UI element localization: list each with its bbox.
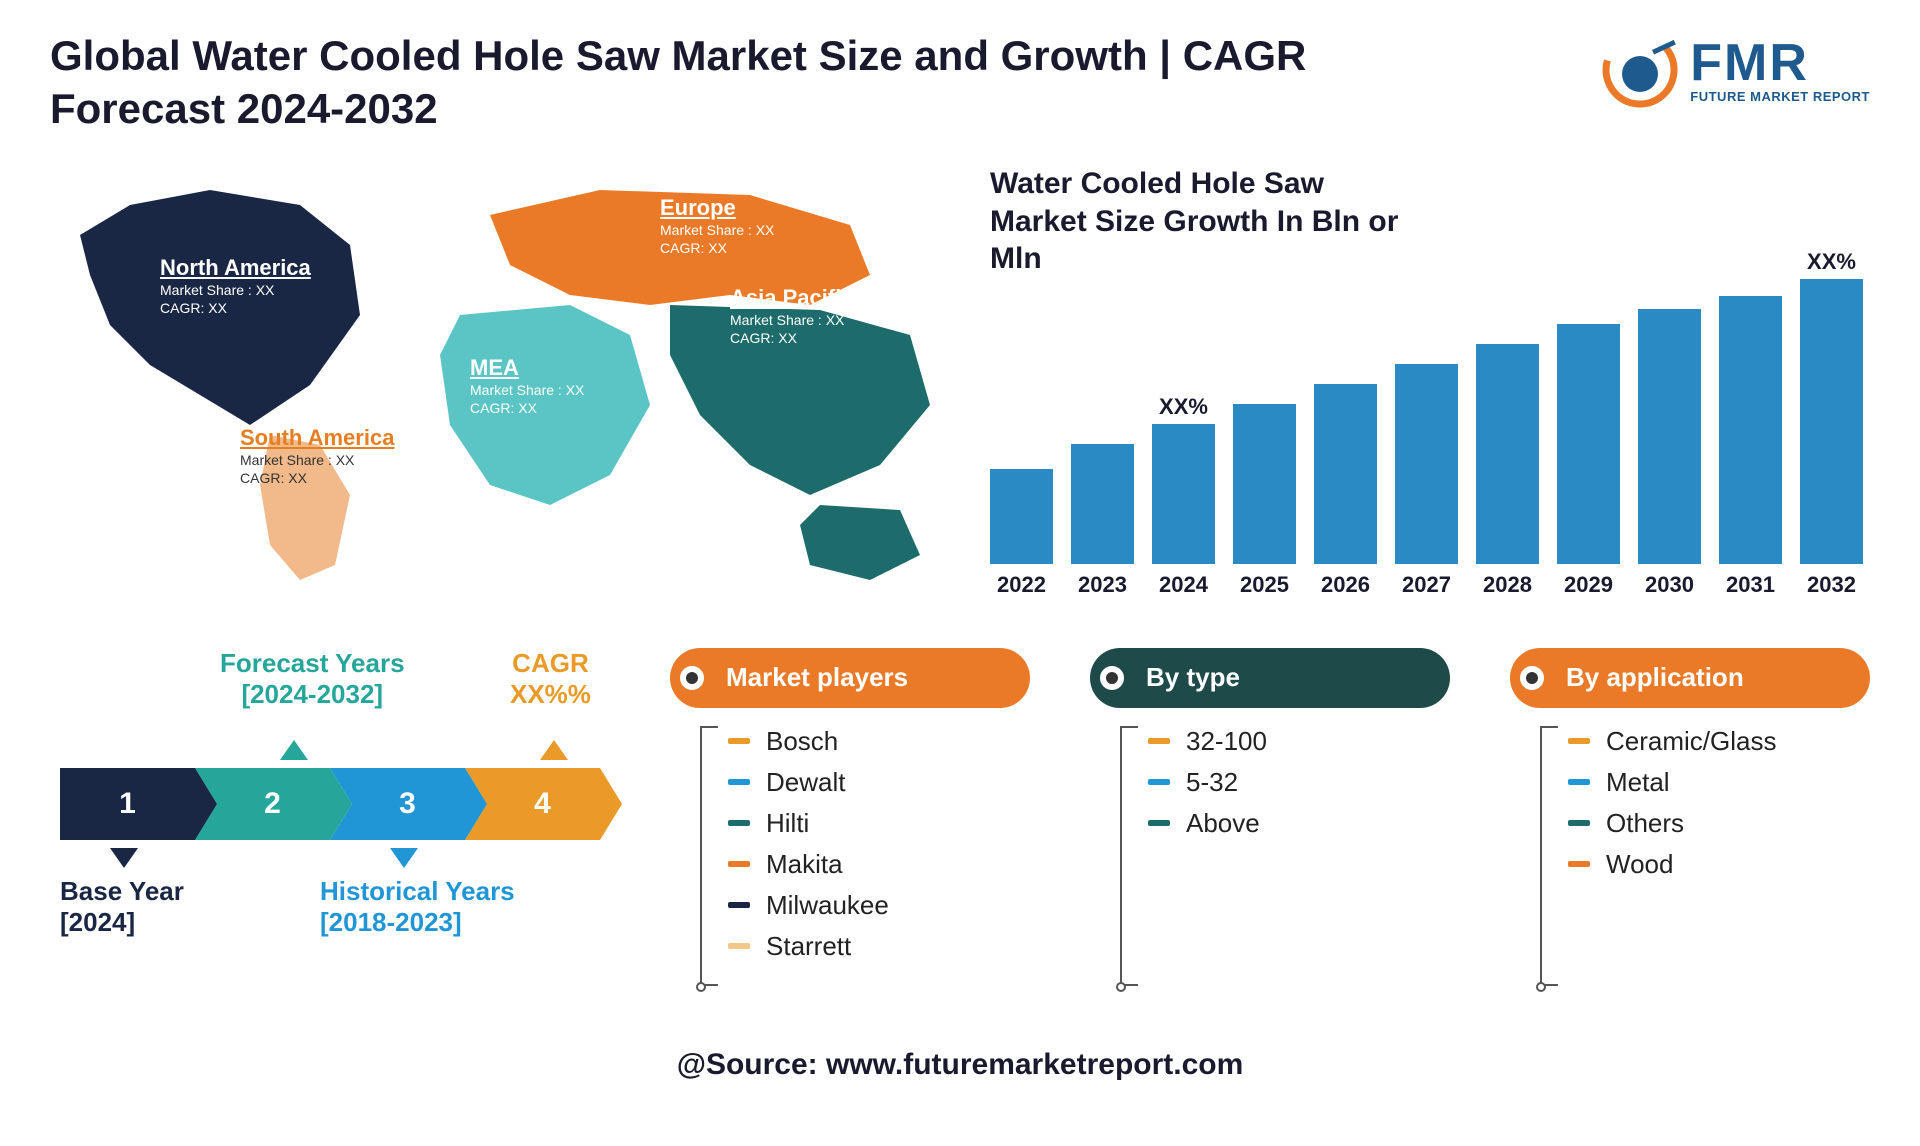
category-market-players: Market players Bosch Dewalt Hilti Makita Mil…: [670, 648, 1030, 986]
bar-2032: XX% 2032: [1800, 249, 1863, 598]
source-attribution: @Source: www.futuremarketreport.com: [50, 1048, 1870, 1082]
list-item: Above: [1148, 808, 1450, 839]
bar-2024: XX% 2024: [1152, 394, 1215, 598]
timeline-segment-1: 1: [60, 768, 195, 840]
bar-2029: 2029: [1557, 324, 1620, 598]
region-label-asia-pacific: Asia PacificMarket Share : XXCAGR: XX: [730, 285, 854, 347]
region-australia: [800, 505, 920, 580]
category-list: Bosch Dewalt Hilti Makita Milwaukee Starrett: [700, 726, 1030, 986]
triangle-down-icon: [390, 848, 418, 868]
forecast-label: Forecast Years: [220, 648, 405, 679]
base-year-value: [2024]: [60, 907, 184, 938]
logo-icon: [1600, 30, 1680, 110]
bar-2025: 2025: [1233, 404, 1296, 598]
bar-2022: 2022: [990, 469, 1053, 598]
logo-text-sub: FUTURE MARKET REPORT: [1690, 89, 1870, 104]
category-list: 32-100 5-32 Above: [1120, 726, 1450, 986]
timeline: Forecast Years [2024-2032] CAGR XX%% 123…: [50, 648, 620, 988]
bar-2027: 2027: [1395, 364, 1458, 598]
list-item: Milwaukee: [728, 890, 1030, 921]
region-label-europe: EuropeMarket Share : XXCAGR: XX: [660, 195, 774, 257]
cagr-label: CAGR: [510, 648, 591, 679]
forecast-value: [2024-2032]: [220, 679, 405, 710]
list-item: Dewalt: [728, 767, 1030, 798]
bar-2026: 2026: [1314, 384, 1377, 598]
logo-text-main: FMR: [1690, 37, 1870, 89]
bar-2030: 2030: [1638, 309, 1701, 598]
region-label-south-america: South AmericaMarket Share : XXCAGR: XX: [240, 425, 394, 487]
growth-chart: Water Cooled Hole Saw Market Size Growth…: [990, 165, 1870, 598]
chart-title: Water Cooled Hole Saw Market Size Growth…: [990, 165, 1410, 278]
list-item: Bosch: [728, 726, 1030, 757]
category-list: Ceramic/Glass Metal Others Wood: [1540, 726, 1870, 986]
triangle-down-icon: [110, 848, 138, 868]
bar-2028: 2028: [1476, 344, 1539, 598]
page-title: Global Water Cooled Hole Saw Market Size…: [50, 30, 1450, 135]
list-item: 32-100: [1148, 726, 1450, 757]
logo: FMR FUTURE MARKET REPORT: [1600, 30, 1870, 110]
list-item: 5-32: [1148, 767, 1450, 798]
category-by-application: By application Ceramic/Glass Metal Others W…: [1510, 648, 1870, 986]
category-pill: Market players: [670, 648, 1030, 708]
historical-value: [2018-2023]: [320, 907, 515, 938]
list-item: Ceramic/Glass: [1568, 726, 1870, 757]
list-item: Starrett: [728, 931, 1030, 962]
cagr-value: XX%%: [510, 679, 591, 710]
list-item: Makita: [728, 849, 1030, 880]
region-label-north-america: North AmericaMarket Share : XXCAGR: XX: [160, 255, 311, 317]
list-item: Hilti: [728, 808, 1030, 839]
triangle-up-icon: [280, 740, 308, 760]
list-item: Wood: [1568, 849, 1870, 880]
region-label-mea: MEAMarket Share : XXCAGR: XX: [470, 355, 584, 417]
base-year-label: Base Year: [60, 876, 184, 907]
list-item: Metal: [1568, 767, 1870, 798]
triangle-up-icon: [540, 740, 568, 760]
category-pill: By type: [1090, 648, 1450, 708]
category-by-type: By type 32-100 5-32 Above: [1090, 648, 1450, 986]
list-item: Others: [1568, 808, 1870, 839]
historical-label: Historical Years: [320, 876, 515, 907]
bar-2023: 2023: [1071, 444, 1134, 598]
world-map: North AmericaMarket Share : XXCAGR: XX So…: [50, 165, 950, 585]
bar-2031: 2031: [1719, 296, 1782, 598]
category-pill: By application: [1510, 648, 1870, 708]
